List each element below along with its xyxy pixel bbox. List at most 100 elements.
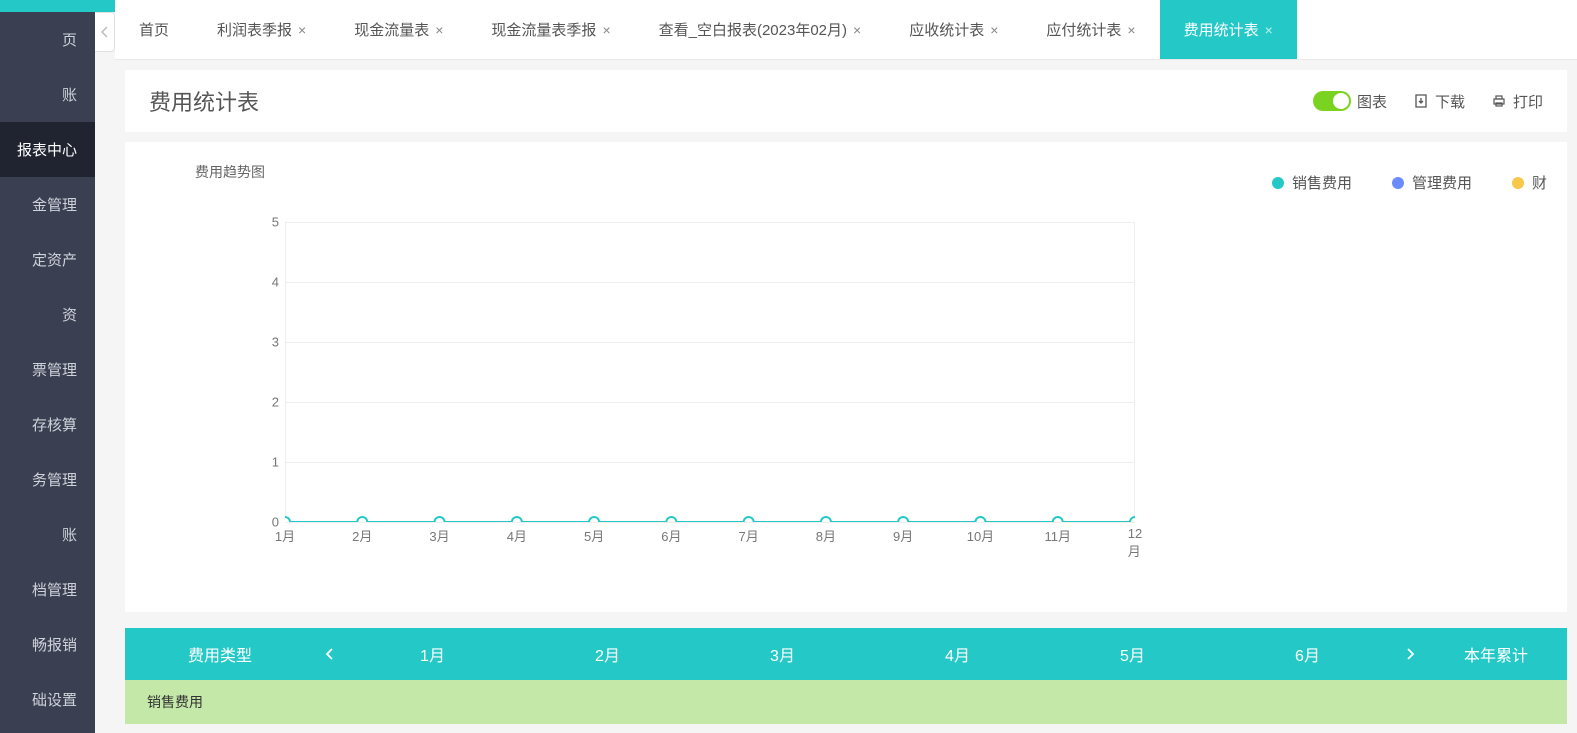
table-header: 费用类型 1月2月3月4月5月6月 本年累计 (125, 628, 1567, 680)
x-axis: 1月2月3月4月5月6月7月8月9月10月11月12月 (285, 526, 1135, 546)
close-icon[interactable]: × (435, 22, 443, 38)
sidebar-item-9[interactable]: 账 (0, 507, 95, 562)
x-tick: 12月 (1128, 526, 1142, 560)
sidebar-item-5[interactable]: 资 (0, 287, 95, 342)
th-month-2: 3月 (695, 642, 870, 666)
th-month-5: 6月 (1220, 642, 1395, 666)
table-next-button[interactable] (1395, 647, 1425, 661)
close-icon[interactable]: × (602, 22, 610, 38)
sidebar-item-8[interactable]: 务管理 (0, 452, 95, 507)
tab-5[interactable]: 应收统计表 × (885, 0, 1022, 59)
close-icon[interactable]: × (853, 22, 861, 38)
x-tick: 10月 (967, 526, 994, 545)
page-header: 费用统计表 图表 下载 打印 (125, 70, 1567, 132)
legend-label: 财 (1532, 172, 1547, 193)
legend-item-2[interactable]: 财 (1512, 172, 1547, 193)
x-tick: 2月 (352, 526, 372, 545)
tab-label: 费用统计表 (1184, 19, 1259, 40)
series-marker[interactable] (744, 517, 754, 522)
download-label: 下载 (1435, 91, 1465, 112)
legend-dot (1272, 177, 1284, 189)
tab-1[interactable]: 利润表季报 × (193, 0, 330, 59)
sidebar-collapse-handle[interactable] (95, 12, 115, 52)
sidebar-item-7[interactable]: 存核算 (0, 397, 95, 452)
sidebar-item-2[interactable]: 报表中心 (0, 122, 95, 177)
header-actions: 图表 下载 打印 (1313, 91, 1543, 112)
tab-0[interactable]: 首页 (115, 0, 193, 59)
grid-line (285, 522, 1135, 523)
sidebar: 页账报表中心金管理定资产资票管理存核算务管理账档管理畅报销础设置 (0, 12, 95, 733)
tab-4[interactable]: 查看_空白报表(2023年02月) × (635, 0, 886, 59)
main: 首页利润表季报×现金流量表×现金流量表季报×查看_空白报表(2023年02月)×… (115, 0, 1577, 733)
tab-label: 利润表季报 (217, 19, 292, 40)
sidebar-item-11[interactable]: 畅报销 (0, 617, 95, 672)
x-tick: 8月 (816, 526, 836, 545)
print-label: 打印 (1513, 91, 1543, 112)
tab-label: 查看_空白报表(2023年02月) (659, 19, 847, 40)
series-marker[interactable] (512, 517, 522, 522)
chart-card: 费用趋势图 销售费用管理费用财 012345 1月2月3月4月5月6月7月8月9… (125, 142, 1567, 612)
close-icon[interactable]: × (990, 22, 998, 38)
th-type: 费用类型 (125, 642, 315, 666)
month-headers: 1月2月3月4月5月6月 (345, 642, 1395, 666)
tab-label: 首页 (139, 19, 169, 40)
close-icon[interactable]: × (1265, 22, 1273, 38)
tab-3[interactable]: 现金流量表季报 × (467, 0, 634, 59)
x-tick: 6月 (661, 526, 681, 545)
y-axis: 012345 (255, 222, 285, 522)
tab-2[interactable]: 现金流量表× (330, 0, 467, 59)
x-tick: 5月 (584, 526, 604, 545)
y-tick: 2 (255, 395, 279, 410)
print-icon (1491, 93, 1507, 109)
series-marker[interactable] (357, 517, 367, 522)
th-month-3: 4月 (870, 642, 1045, 666)
sidebar-item-4[interactable]: 定资产 (0, 232, 95, 287)
x-tick: 4月 (507, 526, 527, 545)
sidebar-item-12[interactable]: 础设置 (0, 672, 95, 727)
tab-label: 应收统计表 (909, 19, 984, 40)
download-button[interactable]: 下载 (1413, 91, 1465, 112)
tab-bar: 首页利润表季报×现金流量表×现金流量表季报×查看_空白报表(2023年02月)×… (115, 0, 1577, 60)
download-icon (1413, 93, 1429, 109)
sidebar-item-1[interactable]: 账 (0, 67, 95, 122)
y-tick: 5 (255, 215, 279, 230)
tab-label: 现金流量表季报 (491, 19, 596, 40)
close-icon[interactable]: × (298, 22, 306, 38)
series-marker[interactable] (1130, 517, 1135, 522)
tab-7[interactable]: 费用统计表 × (1160, 0, 1297, 59)
x-tick: 9月 (893, 526, 913, 545)
table-row[interactable]: 销售费用 (125, 680, 1567, 724)
legend-item-1[interactable]: 管理费用 (1392, 172, 1472, 193)
x-tick: 1月 (275, 526, 295, 545)
series-marker[interactable] (589, 517, 599, 522)
sidebar-item-3[interactable]: 金管理 (0, 177, 95, 232)
chart-toggle-action[interactable]: 图表 (1313, 91, 1387, 112)
series-marker[interactable] (821, 517, 831, 522)
sidebar-item-10[interactable]: 档管理 (0, 562, 95, 617)
table-prev-button[interactable] (315, 647, 345, 661)
chart-area: 012345 1月2月3月4月5月6月7月8月9月10月11月12月 (285, 222, 1135, 522)
series-marker[interactable] (898, 517, 908, 522)
legend-label: 销售费用 (1292, 172, 1352, 193)
legend-item-0[interactable]: 销售费用 (1272, 172, 1352, 193)
close-icon[interactable]: × (1127, 22, 1135, 38)
series-marker[interactable] (975, 517, 985, 522)
sidebar-item-0[interactable]: 页 (0, 12, 95, 67)
series-marker[interactable] (1053, 517, 1063, 522)
th-total: 本年累计 (1425, 642, 1567, 666)
expense-table: 费用类型 1月2月3月4月5月6月 本年累计 销售费用 (125, 628, 1567, 724)
th-month-4: 5月 (1045, 642, 1220, 666)
y-tick: 4 (255, 275, 279, 290)
chart-legend: 销售费用 管理费用 财 (1272, 172, 1547, 193)
legend-dot (1512, 177, 1524, 189)
legend-label: 管理费用 (1412, 172, 1472, 193)
legend-dot (1392, 177, 1404, 189)
table-body: 销售费用 (125, 680, 1567, 724)
chart-toggle[interactable] (1313, 91, 1351, 111)
tab-6[interactable]: 应付统计表× (1022, 0, 1159, 59)
print-button[interactable]: 打印 (1491, 91, 1543, 112)
series-marker[interactable] (285, 517, 290, 522)
sidebar-item-6[interactable]: 票管理 (0, 342, 95, 397)
series-marker[interactable] (435, 517, 445, 522)
series-marker[interactable] (666, 517, 676, 522)
